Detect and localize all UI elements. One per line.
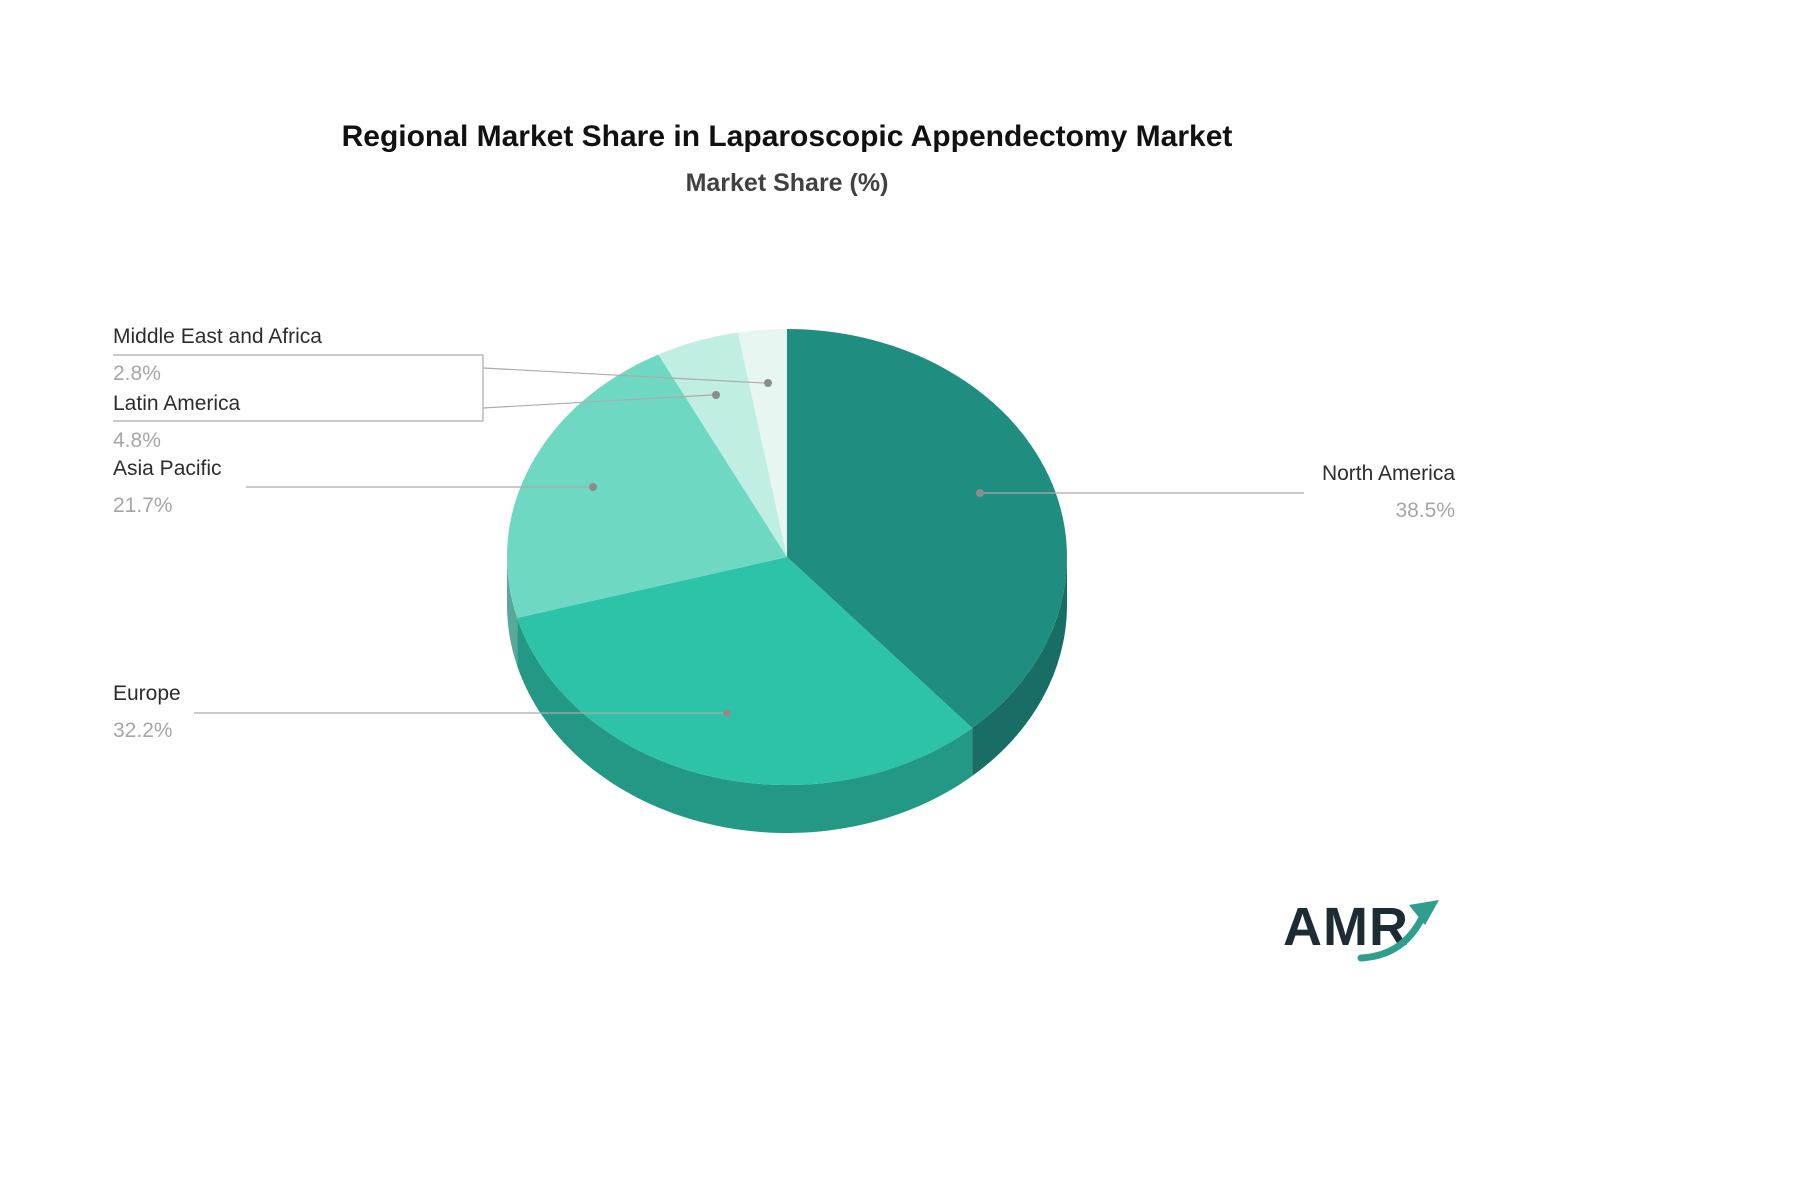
label-asia-pacific: Asia Pacific 21.7% xyxy=(113,457,222,518)
leader-line-latin-america xyxy=(482,394,713,409)
label-middle-east-and-africa: Middle East and Africa 2.8% xyxy=(113,325,322,386)
region-value: 38.5% xyxy=(1395,499,1455,522)
callout-dot-asia-pacific xyxy=(589,483,597,491)
region-name: Europe xyxy=(113,682,181,705)
region-name: Middle East and Africa xyxy=(113,325,322,348)
callout-dot-europe xyxy=(723,709,731,717)
label-north-america: North America 38.5% xyxy=(1322,462,1455,523)
region-value: 32.2% xyxy=(113,719,173,742)
pie-slice-asia-pacific xyxy=(506,354,787,618)
region-name: North America xyxy=(1321,462,1455,485)
pie-slice-europe xyxy=(517,557,973,785)
region-name: Latin America xyxy=(113,392,241,415)
pie-slice-side-asia-pacific xyxy=(507,557,518,666)
arrow-up-right-icon xyxy=(1357,900,1439,962)
amr-logo: AMR xyxy=(1283,896,1473,974)
callout-dot-middle-east-and-africa xyxy=(764,379,772,387)
region-value: 2.8% xyxy=(113,362,161,385)
region-value: 4.8% xyxy=(113,429,161,452)
label-latin-america: Latin America 4.8% xyxy=(113,392,240,453)
chart-title: Regional Market Share in Laparoscopic Ap… xyxy=(341,120,1233,153)
chart-subtitle: Market Share (%) xyxy=(685,169,889,197)
pie-slice-middle-east-and-africa xyxy=(737,329,787,557)
region-name: Asia Pacific xyxy=(113,457,222,480)
amr-logo-text: AMR xyxy=(1283,897,1409,957)
leader-line-middle-east-and-africa xyxy=(482,367,765,384)
region-value: 21.7% xyxy=(113,494,173,517)
pie-slice-north-america xyxy=(787,329,1067,729)
pie-slice-side-north-america xyxy=(972,557,1067,777)
label-europe: Europe 32.2% xyxy=(113,682,181,743)
callout-dot-north-america xyxy=(976,489,984,497)
pie-slice-side-europe xyxy=(517,617,973,834)
callout-dot-latin-america xyxy=(712,391,720,399)
pie-slice-latin-america xyxy=(658,332,787,557)
